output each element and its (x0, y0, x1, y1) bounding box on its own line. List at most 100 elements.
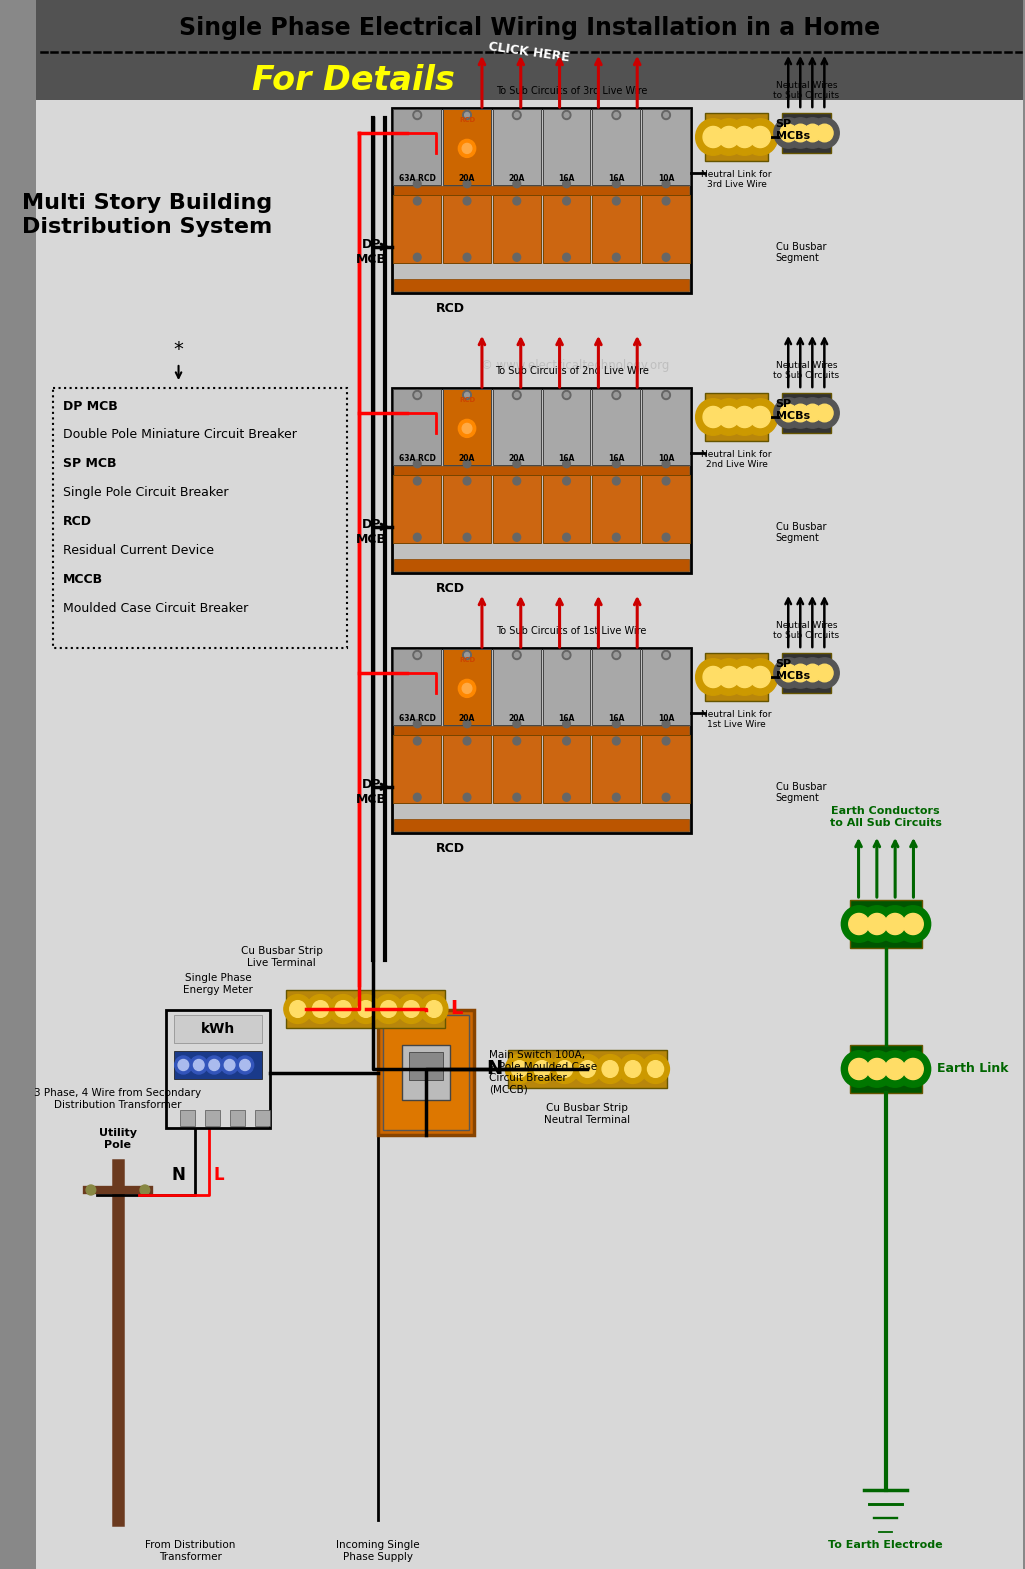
Circle shape (662, 533, 670, 541)
Text: 16A: 16A (608, 174, 624, 184)
Bar (642, 650, 690, 725)
Circle shape (711, 659, 746, 695)
Text: MCCB: MCCB (63, 573, 104, 585)
Circle shape (774, 399, 804, 428)
Circle shape (563, 180, 570, 188)
Circle shape (462, 684, 472, 693)
Bar (642, 195, 690, 264)
Circle shape (619, 1054, 647, 1084)
Bar (395, 466, 689, 475)
Circle shape (515, 113, 520, 118)
Circle shape (86, 1185, 95, 1196)
Circle shape (512, 720, 521, 728)
Circle shape (614, 113, 619, 118)
Bar (394, 734, 441, 803)
Circle shape (885, 1059, 905, 1079)
Text: To Sub Circuits of 1st Live Wire: To Sub Circuits of 1st Live Wire (496, 626, 647, 635)
Circle shape (849, 913, 869, 935)
Circle shape (463, 253, 470, 262)
Circle shape (810, 399, 839, 428)
Circle shape (463, 180, 470, 188)
Circle shape (413, 110, 421, 119)
Circle shape (174, 1056, 192, 1075)
Circle shape (810, 657, 839, 689)
Circle shape (415, 392, 419, 397)
Circle shape (648, 1061, 663, 1078)
Text: 20A: 20A (508, 174, 525, 184)
Circle shape (797, 657, 827, 689)
Bar (782, 392, 830, 433)
Circle shape (564, 392, 569, 397)
Circle shape (306, 995, 334, 1023)
Circle shape (613, 198, 620, 206)
Text: Main Switch 100A,
2 Pole Moulded Case
Circuit Breaker
(MCCB): Main Switch 100A, 2 Pole Moulded Case Ci… (489, 1050, 597, 1095)
Text: RCD: RCD (436, 582, 464, 596)
Text: DP
MCB: DP MCB (356, 238, 386, 267)
Text: Single Phase
Energy Meter: Single Phase Energy Meter (183, 973, 253, 995)
Text: 3 Phase, 4 Wire from Secondary
Distribution Transformer: 3 Phase, 4 Wire from Secondary Distribut… (34, 1089, 202, 1109)
Text: 16A: 16A (608, 453, 624, 463)
Bar (850, 901, 922, 948)
Bar (443, 734, 491, 803)
Circle shape (462, 143, 472, 154)
Circle shape (877, 1051, 912, 1087)
Circle shape (613, 460, 620, 468)
Circle shape (662, 198, 670, 206)
Circle shape (614, 392, 619, 397)
Circle shape (804, 405, 821, 422)
Circle shape (550, 1054, 579, 1084)
Circle shape (786, 399, 815, 428)
Circle shape (703, 667, 724, 687)
Circle shape (511, 1061, 527, 1078)
Circle shape (463, 737, 470, 745)
Bar (205, 1109, 220, 1127)
Bar (592, 734, 641, 803)
Circle shape (557, 1061, 573, 1078)
Circle shape (780, 664, 797, 683)
Text: RCD: RCD (63, 515, 92, 529)
Circle shape (613, 794, 620, 802)
Text: To Sub Circuits of 3rd Live Wire: To Sub Circuits of 3rd Live Wire (496, 86, 647, 96)
Bar (395, 819, 689, 832)
Circle shape (613, 720, 620, 728)
Text: L: L (213, 1166, 224, 1185)
Circle shape (792, 124, 809, 141)
Circle shape (613, 533, 620, 541)
Text: DP
MCB: DP MCB (356, 518, 386, 546)
Circle shape (413, 253, 421, 262)
Text: DP
MCB: DP MCB (356, 778, 386, 806)
Text: Neutral Link for
3rd Live Wire: Neutral Link for 3rd Live Wire (701, 169, 772, 190)
Circle shape (329, 995, 357, 1023)
Circle shape (662, 460, 670, 468)
Circle shape (662, 110, 670, 119)
Text: Earth Conductors
to All Sub Circuits: Earth Conductors to All Sub Circuits (829, 806, 941, 828)
Circle shape (867, 913, 888, 935)
Text: © www.electricaltechnology.org: © www.electricaltechnology.org (481, 358, 669, 372)
Bar (378, 1010, 475, 1134)
Bar (542, 475, 590, 543)
Bar (493, 650, 541, 725)
Bar (493, 734, 541, 803)
Circle shape (703, 406, 724, 428)
Circle shape (413, 651, 421, 659)
Circle shape (663, 113, 668, 118)
Circle shape (613, 737, 620, 745)
Text: 10A: 10A (658, 453, 674, 463)
Circle shape (780, 124, 797, 141)
Circle shape (313, 1001, 329, 1017)
Circle shape (512, 198, 521, 206)
Text: kWh: kWh (201, 1021, 235, 1036)
Circle shape (464, 392, 469, 397)
Text: SP
MCBs: SP MCBs (776, 659, 810, 681)
Circle shape (563, 533, 570, 541)
Circle shape (358, 1001, 374, 1017)
Circle shape (810, 118, 839, 147)
Text: From Distribution
Transformer: From Distribution Transformer (145, 1541, 236, 1561)
Circle shape (719, 406, 739, 428)
Circle shape (290, 1001, 305, 1017)
Circle shape (178, 1059, 189, 1070)
Circle shape (413, 180, 421, 188)
Bar (443, 650, 491, 725)
Bar (394, 650, 441, 725)
Circle shape (792, 664, 809, 683)
